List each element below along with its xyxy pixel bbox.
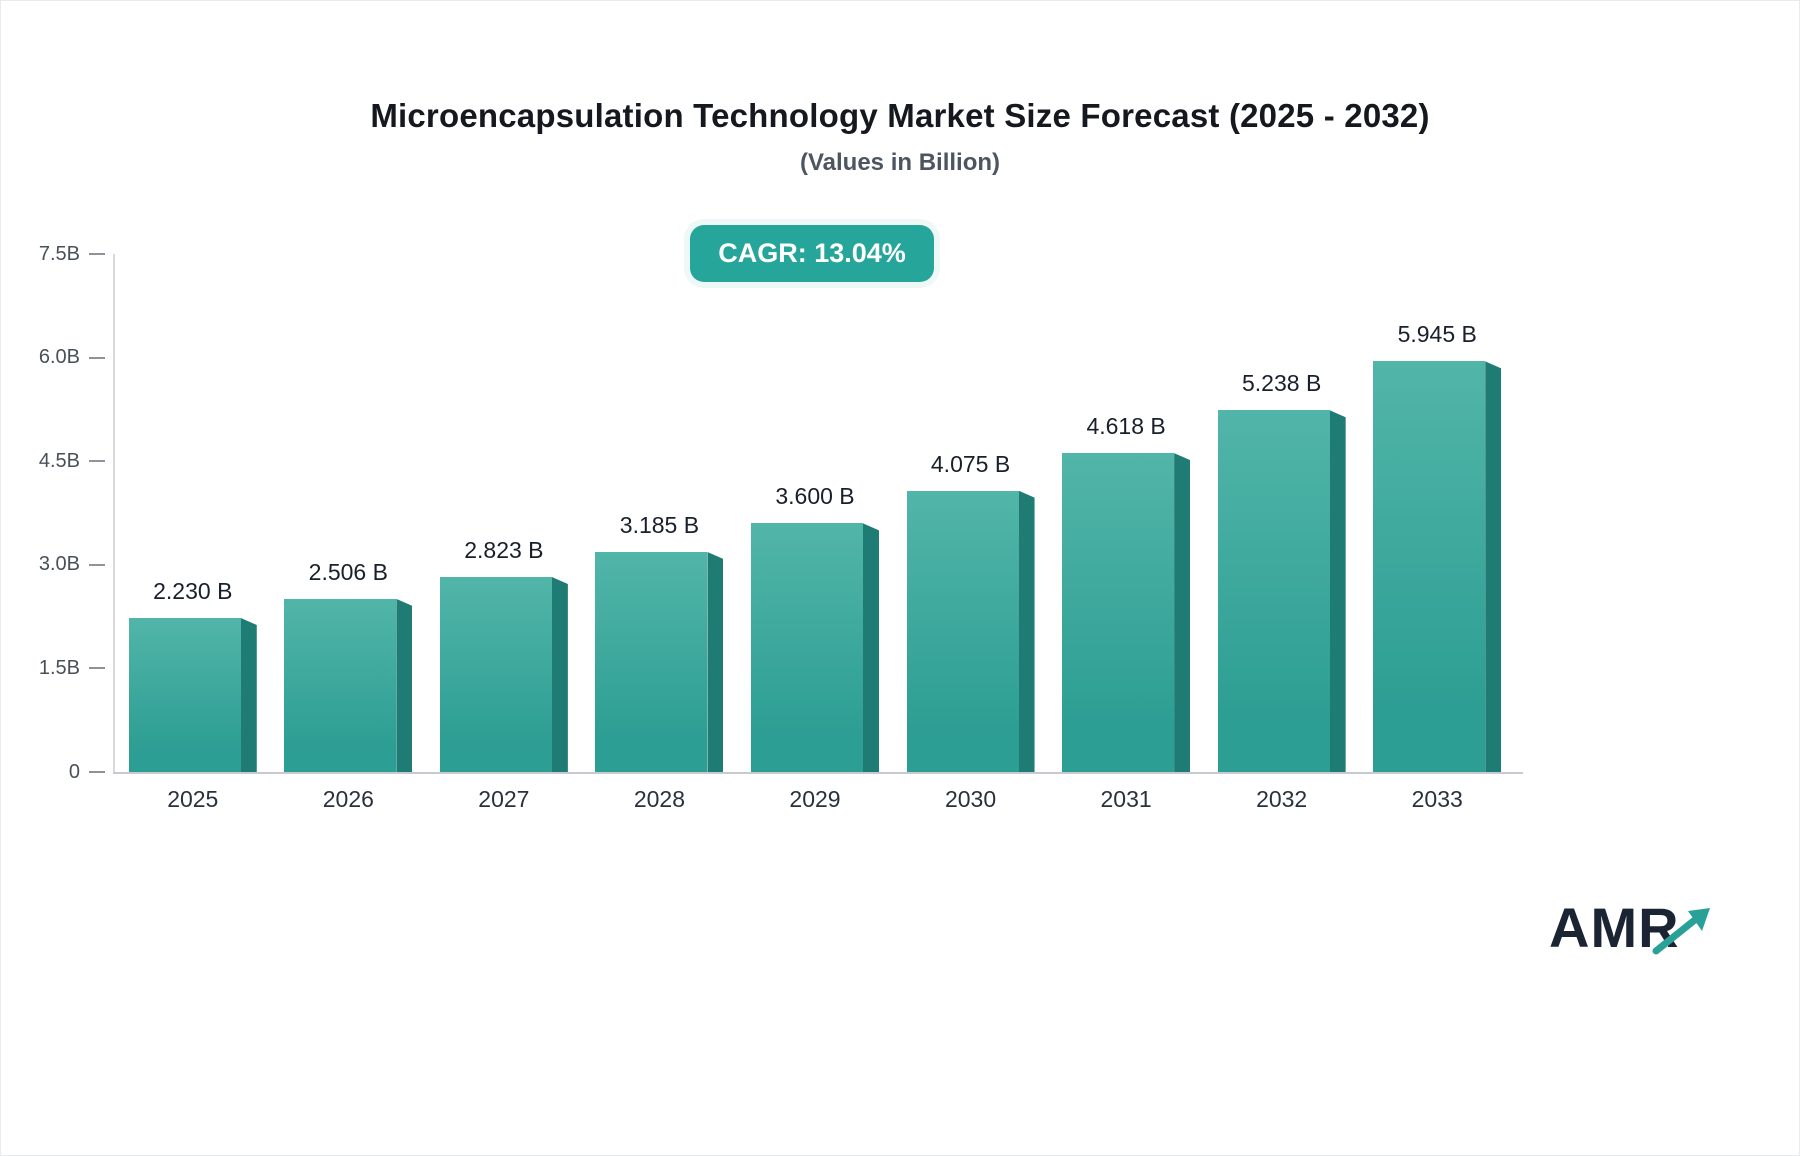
y-axis-tick: 0 — [69, 761, 105, 783]
growth-arrow-icon — [1652, 907, 1710, 954]
y-axis: 0 1.5B 3.0B 4.5B 6.0B 7.5B — [1, 243, 107, 783]
tick-mark — [89, 253, 105, 255]
bar-side-face — [863, 523, 879, 772]
x-axis-label: 2025 — [167, 786, 219, 812]
bar-2031 — [1062, 453, 1191, 772]
x-axis-label: 2027 — [478, 786, 530, 812]
tick-mark — [89, 460, 105, 463]
x-axis-label: 2031 — [1100, 786, 1152, 812]
y-tick-label: 1.5B — [38, 656, 80, 679]
cagr-badge: CAGR: 13.04% — [690, 225, 934, 282]
bar-front-face — [906, 490, 1019, 772]
bar-2032 — [1217, 410, 1346, 772]
x-axis-label: 2032 — [1256, 786, 1308, 812]
bar-side-face — [707, 552, 724, 772]
y-axis-tick: 7.5B — [39, 243, 105, 265]
bar-front-face — [1373, 361, 1486, 772]
tick-mark — [89, 667, 105, 670]
bar-2029 — [751, 523, 879, 772]
bar-side-face — [551, 577, 568, 772]
chart-subtitle: (Values in Billion) — [799, 149, 1001, 176]
x-axis-label: 2033 — [1411, 786, 1463, 812]
plot-area: 2.230 B 2025 2.506 B 2026 2.823 B 2027 3.185 B… — [113, 254, 1523, 812]
bar-side-face — [1174, 453, 1191, 772]
bar-front-face — [751, 523, 863, 772]
bar-side-face — [240, 617, 257, 772]
bar-2028 — [595, 552, 724, 772]
bar-front-face — [1062, 453, 1175, 772]
bar-2025 — [128, 617, 257, 772]
bar-2033 — [1373, 361, 1502, 772]
y-tick-label: 4.5B — [38, 449, 80, 472]
bar-value-label: 4.618 B — [1086, 413, 1166, 440]
bar-front-face — [284, 598, 397, 772]
bar-front-face — [128, 617, 241, 772]
y-axis-tick: 3.0B — [38, 553, 105, 576]
tick-mark — [89, 563, 105, 566]
chart-title: Microencapsulation Technology Market Siz… — [370, 97, 1430, 134]
badge-row: CAGR: 13.04% — [111, 225, 1513, 282]
x-axis-label: 2030 — [944, 786, 997, 812]
bar-side-face — [1485, 361, 1502, 772]
x-axis-label: 2029 — [789, 786, 841, 812]
y-axis-tick: 4.5B — [39, 450, 105, 472]
bar-value-label: 2.506 B — [308, 558, 388, 585]
bar-value-label: 5.238 B — [1242, 370, 1322, 397]
bar-value-label: 3.185 B — [619, 512, 700, 539]
bar-value-label: 3.600 B — [775, 483, 855, 510]
y-tick-label: 0 — [68, 760, 80, 783]
bar-side-face — [1329, 410, 1346, 772]
bar-front-face — [1217, 410, 1330, 772]
tick-mark — [89, 356, 105, 359]
x-axis-label: 2026 — [322, 786, 374, 812]
bar-2027 — [439, 577, 568, 772]
y-axis-tick: 6.0B — [38, 346, 105, 369]
bar-2026 — [284, 598, 413, 772]
bar-value-label: 2.823 B — [464, 537, 544, 564]
y-tick-label: 6.0B — [38, 346, 80, 369]
bar-2030 — [906, 490, 1035, 772]
y-tick-label: 3.0B — [38, 553, 80, 576]
bar-front-face — [439, 577, 552, 772]
bar-value-label: 2.230 B — [153, 577, 233, 604]
bar-side-face — [1018, 490, 1035, 772]
tick-mark — [89, 771, 105, 773]
bar-front-face — [595, 552, 708, 772]
bar-side-face — [396, 598, 413, 772]
bar-value-label: 4.075 B — [930, 450, 1011, 477]
y-axis-tick: 1.5B — [39, 657, 105, 679]
y-tick-label: 7.5B — [38, 242, 80, 265]
amr-logo: AMR — [1549, 895, 1714, 960]
bar-value-label: 5.945 B — [1397, 321, 1477, 348]
x-axis-label: 2028 — [633, 786, 686, 812]
